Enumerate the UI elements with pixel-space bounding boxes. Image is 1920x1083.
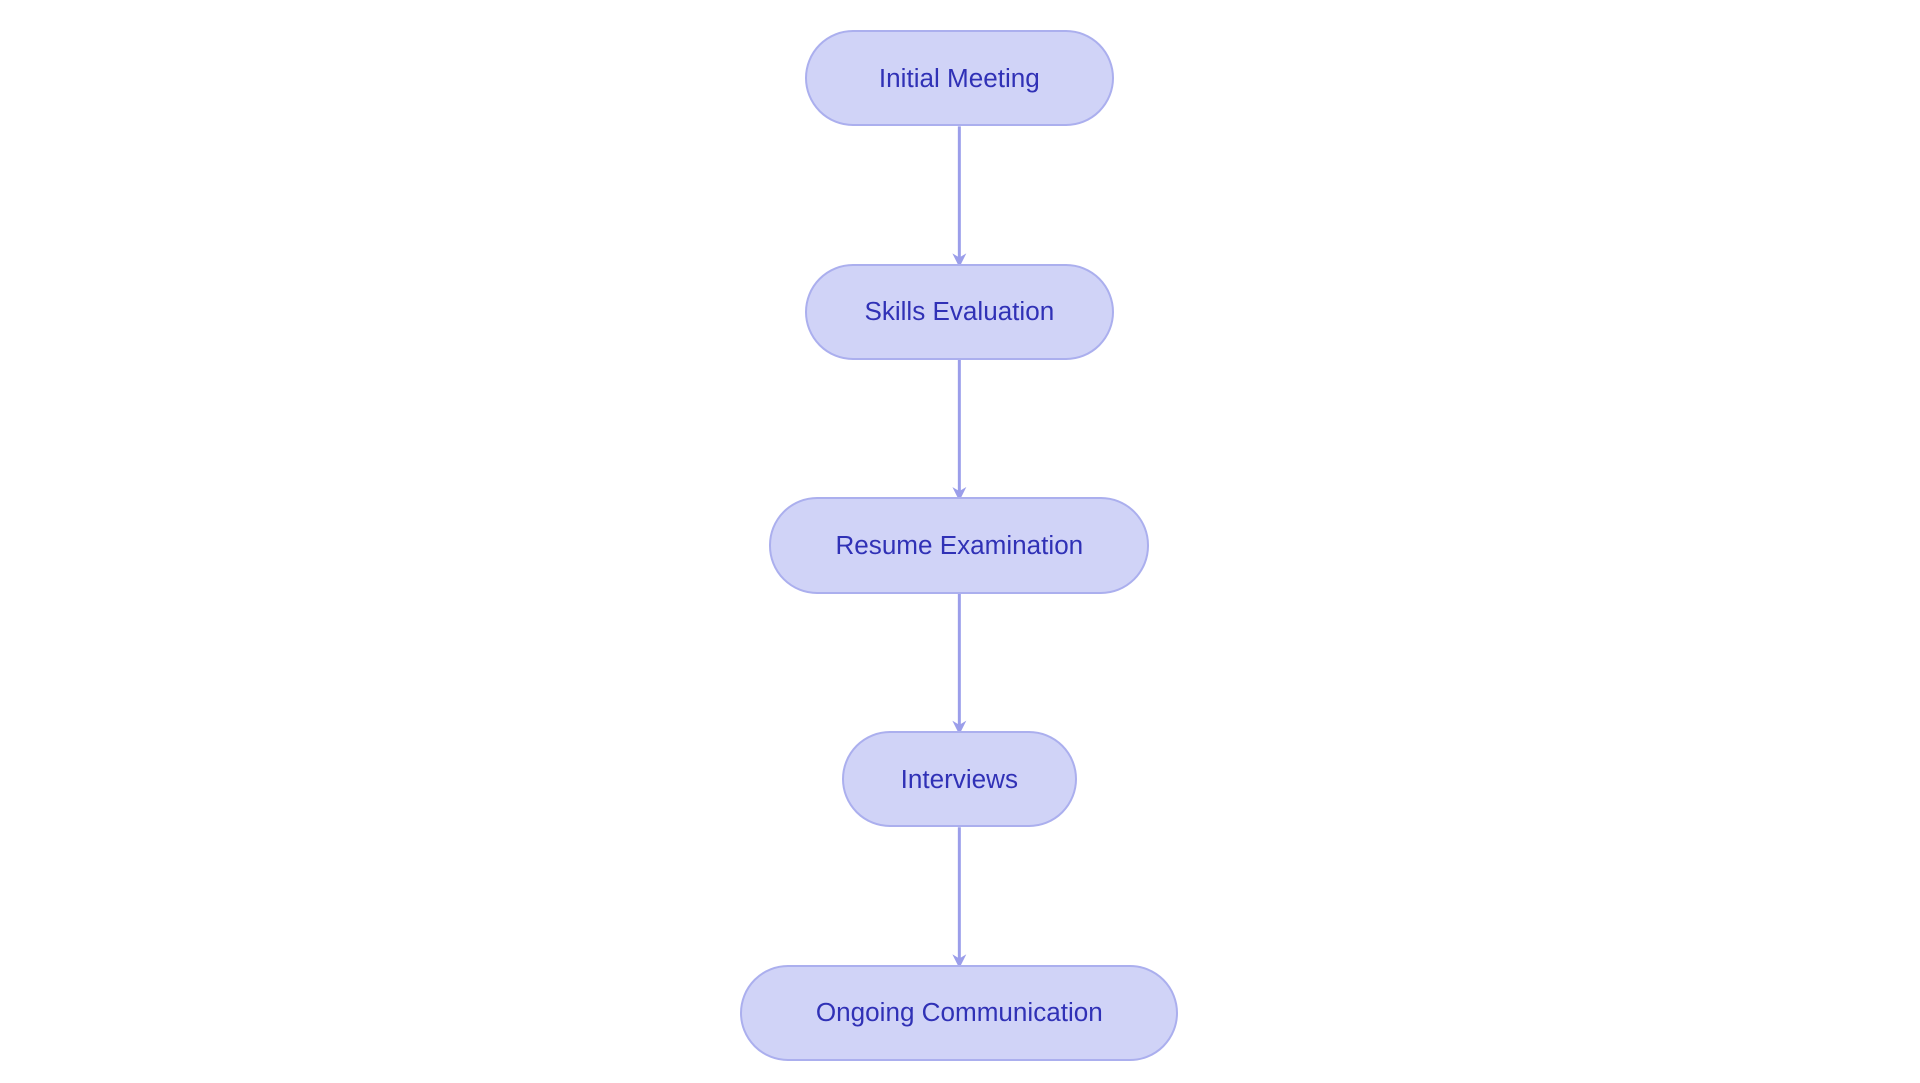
node-label: Skills Evaluation: [864, 296, 1054, 327]
node-interviews: Interviews: [842, 731, 1077, 827]
node-label: Ongoing Communication: [816, 997, 1103, 1028]
node-label: Resume Examination: [835, 530, 1083, 561]
node-ongoing-communication: Ongoing Communication: [740, 965, 1178, 1061]
node-resume-examination: Resume Examination: [769, 497, 1149, 593]
node-initial-meeting: Initial Meeting: [805, 30, 1114, 126]
node-skills-evaluation: Skills Evaluation: [805, 264, 1114, 360]
node-label: Interviews: [901, 764, 1018, 795]
node-label: Initial Meeting: [879, 63, 1040, 94]
flowchart-canvas: Initial Meeting Skills Evaluation Resume…: [0, 0, 1920, 1083]
